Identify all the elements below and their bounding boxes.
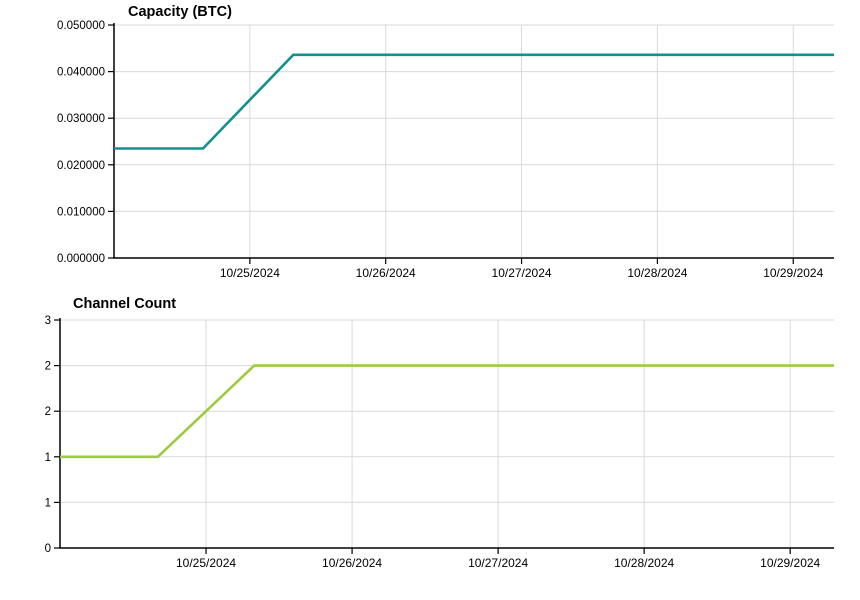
x-tick-label: 10/25/2024 bbox=[220, 266, 280, 280]
y-tick-label: 3 bbox=[45, 315, 51, 327]
x-tick-label: 10/27/2024 bbox=[492, 266, 552, 280]
y-tick-label: 0.050000 bbox=[57, 20, 105, 32]
x-tick-label: 10/29/2024 bbox=[760, 556, 820, 570]
x-tick-label: 10/26/2024 bbox=[322, 556, 382, 570]
channel-count-chart-title: Channel Count bbox=[73, 296, 177, 312]
y-tick-label: 0.020000 bbox=[57, 160, 105, 172]
x-tick-label: 10/25/2024 bbox=[176, 556, 236, 570]
y-tick-label: 2 bbox=[45, 361, 51, 373]
y-tick-label: 0.010000 bbox=[57, 206, 105, 218]
x-tick-label: 10/28/2024 bbox=[614, 556, 674, 570]
capacity-chart-canvas: 0.050000 0.040000 0.030000 0.020000 0.010000… bbox=[57, 20, 834, 280]
capacity-line bbox=[114, 53, 834, 150]
y-tick-label: 0.040000 bbox=[57, 67, 105, 79]
y-tick-label: 0 bbox=[45, 543, 51, 555]
channel-count-line bbox=[60, 364, 834, 459]
x-tick-label: 10/26/2024 bbox=[356, 266, 416, 280]
y-tick-label: 0.000000 bbox=[57, 253, 105, 265]
y-tick-label: 1 bbox=[45, 497, 51, 509]
x-tick-label: 10/27/2024 bbox=[468, 556, 528, 570]
y-tick-label: 2 bbox=[45, 406, 51, 418]
y-tick-label: 0.030000 bbox=[57, 113, 105, 125]
y-tick-label: 1 bbox=[45, 452, 51, 464]
channel-count-chart-canvas: 3 2 2 1 1 0 10/25/2024 10/26/2024 10/27/2024 10/2… bbox=[45, 315, 834, 570]
capacity-chart-title: Capacity (BTC) bbox=[128, 4, 232, 20]
x-tick-label: 10/29/2024 bbox=[763, 266, 823, 280]
x-tick-label: 10/28/2024 bbox=[627, 266, 687, 280]
